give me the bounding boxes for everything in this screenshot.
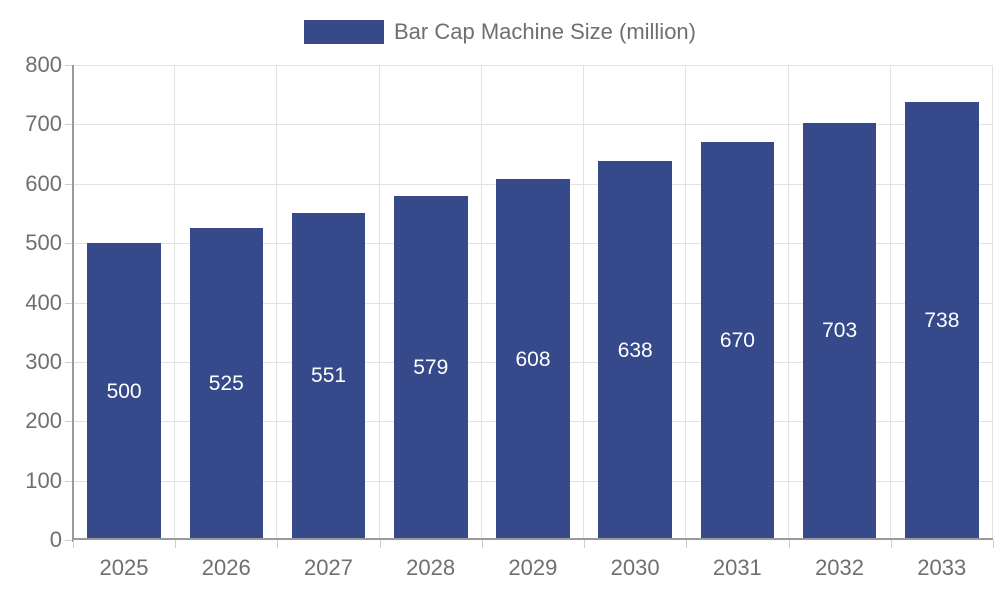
x-axis-tick-mark bbox=[175, 540, 177, 548]
x-axis-tick-label: 2030 bbox=[610, 555, 660, 580]
x-axis-tick-label: 2031 bbox=[712, 555, 762, 580]
x-axis-tick-label: 2032 bbox=[815, 555, 865, 580]
x-axis-tick-label: 2025 bbox=[99, 555, 149, 580]
bar: 525 bbox=[189, 228, 264, 540]
legend-item[interactable]: Bar Cap Machine Size (million) bbox=[0, 19, 1000, 45]
x-axis-tick-mark bbox=[890, 540, 892, 548]
y-axis-tick-label: 0 bbox=[49, 527, 62, 552]
gridline-horizontal bbox=[73, 65, 993, 66]
bar: 500 bbox=[87, 243, 161, 540]
x-axis-tick-mark bbox=[584, 540, 586, 548]
bar: 638 bbox=[598, 161, 673, 540]
x-axis-tick-mark bbox=[481, 540, 483, 548]
gridline-horizontal bbox=[73, 124, 993, 126]
y-axis-tick-label: 800 bbox=[25, 52, 62, 77]
x-axis-tick-label: 2029 bbox=[508, 555, 558, 580]
bar-value-label: 579 bbox=[413, 356, 449, 380]
y-axis-tick-label: 400 bbox=[25, 289, 62, 315]
bar-value-label: 608 bbox=[515, 347, 551, 371]
x-axis-tick-label: 2027 bbox=[303, 555, 353, 580]
y-axis-tick-label: 700 bbox=[25, 111, 62, 137]
y-axis-tick-mark bbox=[65, 361, 72, 363]
y-axis-tick-mark bbox=[65, 302, 72, 304]
y-axis-tick-mark bbox=[65, 421, 72, 423]
gridline-vertical bbox=[174, 65, 176, 540]
y-axis-line bbox=[72, 65, 74, 542]
gridline-vertical bbox=[787, 65, 789, 540]
y-axis-tick-mark bbox=[65, 65, 72, 66]
y-axis-tick-mark bbox=[65, 540, 72, 541]
x-axis-tick-label: 2033 bbox=[917, 555, 967, 580]
bar-value-label: 500 bbox=[106, 379, 142, 403]
y-axis-tick-label: 300 bbox=[25, 348, 62, 374]
x-axis-line bbox=[72, 538, 993, 540]
x-axis-tick-mark bbox=[993, 540, 994, 548]
y-axis-tick-label: 500 bbox=[25, 230, 62, 256]
bar-value-label: 551 bbox=[311, 364, 347, 388]
bar-value-label: 670 bbox=[719, 329, 755, 353]
y-axis-tick-label: 100 bbox=[25, 467, 62, 493]
plot-area: 500 525 551 579 608 638 670 703 738 bbox=[73, 65, 993, 540]
bar-value-label: 738 bbox=[924, 308, 960, 332]
bar: 670 bbox=[700, 142, 775, 540]
y-axis-tick-mark bbox=[65, 480, 72, 482]
y-axis-tick-mark bbox=[65, 243, 72, 245]
x-axis-tick-mark bbox=[788, 540, 790, 548]
bar: 551 bbox=[291, 212, 366, 540]
bar: 579 bbox=[393, 196, 468, 540]
gridline-vertical bbox=[378, 65, 380, 540]
x-axis-tick-label: 2028 bbox=[406, 555, 456, 580]
x-axis-tick-mark bbox=[686, 540, 688, 548]
x-axis-tick-mark bbox=[277, 540, 279, 548]
bar-value-label: 638 bbox=[617, 338, 653, 362]
bar: 608 bbox=[496, 179, 570, 540]
gridline-vertical bbox=[583, 65, 585, 540]
bar: 703 bbox=[802, 122, 877, 540]
gridline-vertical bbox=[685, 65, 687, 540]
x-axis-tick-mark bbox=[73, 540, 74, 548]
legend-label: Bar Cap Machine Size (million) bbox=[394, 19, 696, 44]
x-axis-tick-label: 2026 bbox=[201, 555, 251, 580]
gridline-vertical bbox=[276, 65, 278, 540]
x-axis-tick-mark bbox=[379, 540, 381, 548]
gridline-vertical bbox=[480, 65, 482, 540]
bar: 738 bbox=[905, 101, 979, 540]
bar-value-label: 525 bbox=[208, 372, 244, 396]
y-axis-tick-label: 200 bbox=[25, 408, 62, 434]
bar-value-label: 703 bbox=[822, 319, 858, 343]
y-axis-tick-mark bbox=[65, 183, 72, 185]
y-axis-tick-label: 600 bbox=[25, 170, 62, 196]
gridline-vertical bbox=[992, 65, 993, 540]
gridline-vertical bbox=[889, 65, 891, 540]
y-axis-tick-mark bbox=[65, 124, 72, 126]
legend-swatch bbox=[304, 20, 384, 44]
